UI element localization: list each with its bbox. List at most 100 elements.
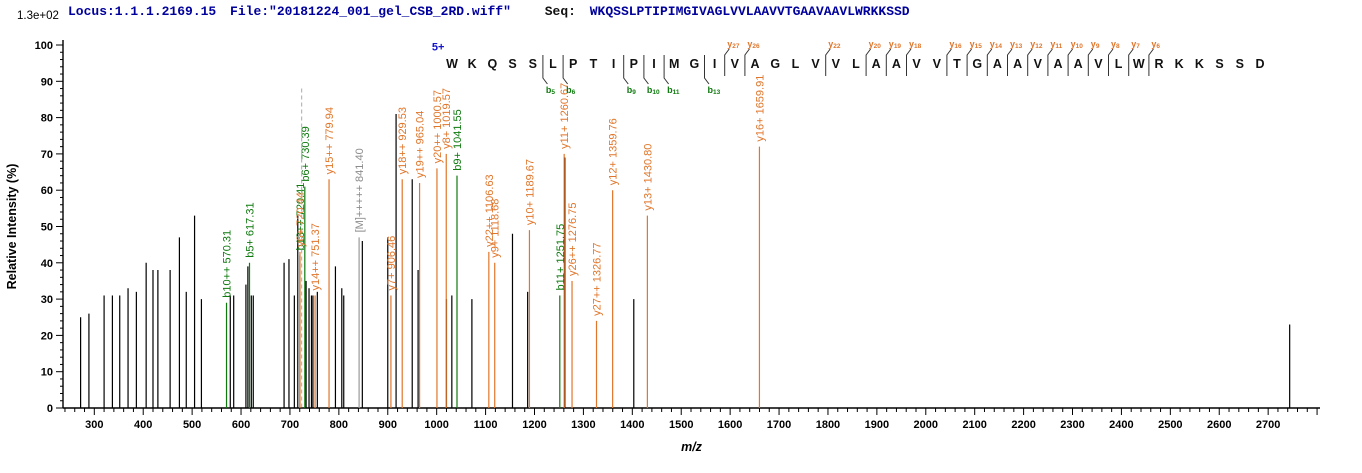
sequence-residue: R xyxy=(1154,57,1163,71)
y-tick-label: 30 xyxy=(41,294,53,306)
x-tick-label: 1200 xyxy=(522,419,546,431)
fragment-ion-label: y22 xyxy=(828,39,841,50)
sequence-residue: S xyxy=(508,57,516,71)
y-ion-marker xyxy=(1047,48,1053,76)
fragment-ion-label: y15 xyxy=(970,39,983,50)
x-tick-label: 300 xyxy=(85,419,103,431)
peak-label: b11+ 1251.75 xyxy=(555,224,567,291)
y-ion-marker xyxy=(946,48,952,76)
fragment-ion-label: y26 xyxy=(747,39,760,50)
fragment-ion-label: b9 xyxy=(627,85,637,96)
sequence-residue: A xyxy=(892,57,901,71)
x-tick-label: 400 xyxy=(134,419,152,431)
fragment-ion-label: y20 xyxy=(869,39,882,50)
peak-label: y10+ 1189.67 xyxy=(524,159,536,225)
sequence-residue: T xyxy=(953,57,961,71)
fragment-ion-label: y27 xyxy=(727,39,740,50)
x-tick-label: 2000 xyxy=(914,419,938,431)
x-tick-label: 2400 xyxy=(1109,419,1133,431)
peak-label: y13+ 1430.80 xyxy=(642,144,654,211)
sequence-residue: S xyxy=(529,57,537,71)
peak-label: y19++ 965.04 xyxy=(415,111,427,178)
y-ion-marker xyxy=(986,48,993,76)
peak-label: [M]+++++ 841.40 xyxy=(354,148,366,232)
sequence-residue: A xyxy=(1053,57,1062,71)
y-ion-marker xyxy=(724,48,730,76)
seq-label: Seq: xyxy=(544,4,576,19)
y-tick-label: 10 xyxy=(41,367,53,379)
y-ion-marker xyxy=(1128,48,1134,76)
x-tick-label: 1800 xyxy=(816,419,840,431)
x-tick-label: 1100 xyxy=(474,419,498,431)
x-axis-title: m/z xyxy=(681,440,703,454)
peak-label: y9+ 1118.68 xyxy=(490,199,502,258)
peak-labels: b10++ 570.31 b5+ 617.31 b13++ 720.41 b6+ 73… xyxy=(222,75,767,316)
peak-label: b9+ 1041.55 xyxy=(452,109,464,170)
b-ion-marker xyxy=(663,55,669,85)
peak-label: b10++ 570.31 xyxy=(222,230,234,298)
fragment-ion-label: b5 xyxy=(546,85,556,96)
fragment-ion-label: y10 xyxy=(1071,39,1084,50)
fragment-ion-label: y18 xyxy=(909,39,922,50)
locus-label: Locus:1.1.1.2169.15 xyxy=(68,4,217,19)
sequence-residue: A xyxy=(872,57,881,71)
sequence-residue: L xyxy=(1115,57,1123,71)
y-ion-marker xyxy=(1108,48,1114,76)
peak-label: b5+ 617.31 xyxy=(245,202,257,257)
peak-label: y15++ 779.94 xyxy=(324,107,336,174)
peak-label: y6+ 720.44 xyxy=(295,192,307,247)
fragment-ion-label: y13 xyxy=(1010,39,1023,50)
y-ion-marker xyxy=(966,48,972,76)
peak-label: y27++ 1326.77 xyxy=(592,242,604,315)
sequence-residue: L xyxy=(852,57,860,71)
x-tick-label: 2700 xyxy=(1256,419,1280,431)
b-ion-marker xyxy=(562,55,568,85)
sequence-residue: W xyxy=(446,57,458,71)
x-tick-label: 800 xyxy=(330,419,348,431)
y-tick-label: 60 xyxy=(41,185,53,197)
sequence-residue: V xyxy=(811,57,820,71)
x-tick-label: 2100 xyxy=(962,419,986,431)
y-ion-marker xyxy=(825,48,831,76)
file-label: File:"20181224_001_gel_CSB_2RD.wiff" xyxy=(230,4,511,19)
sequence-residue: G xyxy=(690,57,700,71)
fragment-ion-label: b6 xyxy=(566,85,576,96)
sequence-residue: A xyxy=(750,57,759,71)
x-tick-label: 1000 xyxy=(424,419,448,431)
y-tick-label: 70 xyxy=(41,149,53,161)
b-ion-marker xyxy=(704,55,710,85)
fragment-ion-label: y9 xyxy=(1091,39,1100,50)
sequence-residue: K xyxy=(468,57,477,71)
x-tick-label: 700 xyxy=(281,419,299,431)
x-tick-label: 1700 xyxy=(767,419,791,431)
y-ion-marker xyxy=(1148,48,1154,76)
peak-label: y22++ 1106.63 xyxy=(484,174,496,247)
peak-label: y16+ 1659.91 xyxy=(754,75,766,142)
fragment-ion-label: b11 xyxy=(667,85,680,96)
y-ion-marker xyxy=(865,48,871,76)
x-tick-label: 1900 xyxy=(865,419,889,431)
fragment-ion-label: y8 xyxy=(1111,39,1120,50)
fragment-ion-label: y6 xyxy=(1151,39,1160,50)
peak-label: y20++ 1000.57 xyxy=(432,90,444,163)
sequence-residue: V xyxy=(731,57,740,71)
sequence-residue: T xyxy=(590,57,598,71)
y-ion-marker xyxy=(1007,48,1013,76)
y-ion-marker xyxy=(906,48,912,76)
x-tick-label: 2300 xyxy=(1060,419,1084,431)
y-axis-title: Relative Intensity (%) xyxy=(5,164,19,290)
peak-label: b13++ 720.41 xyxy=(295,183,307,251)
sequence-residue: I xyxy=(713,57,716,71)
fragment-ion-label: b10 xyxy=(647,85,660,96)
sequence-residue: L xyxy=(549,57,557,71)
sequence-residue: K xyxy=(1195,57,1204,71)
sequence-residue: V xyxy=(1094,57,1103,71)
peak-label: y8+ 1019.57 xyxy=(441,88,453,149)
sequence-residue: M xyxy=(669,57,679,71)
charge-state-label: 5+ xyxy=(432,41,445,53)
y-ion-marker xyxy=(1087,48,1094,76)
sequence-residue: L xyxy=(792,57,800,71)
sequence-residue: S xyxy=(1215,57,1223,71)
